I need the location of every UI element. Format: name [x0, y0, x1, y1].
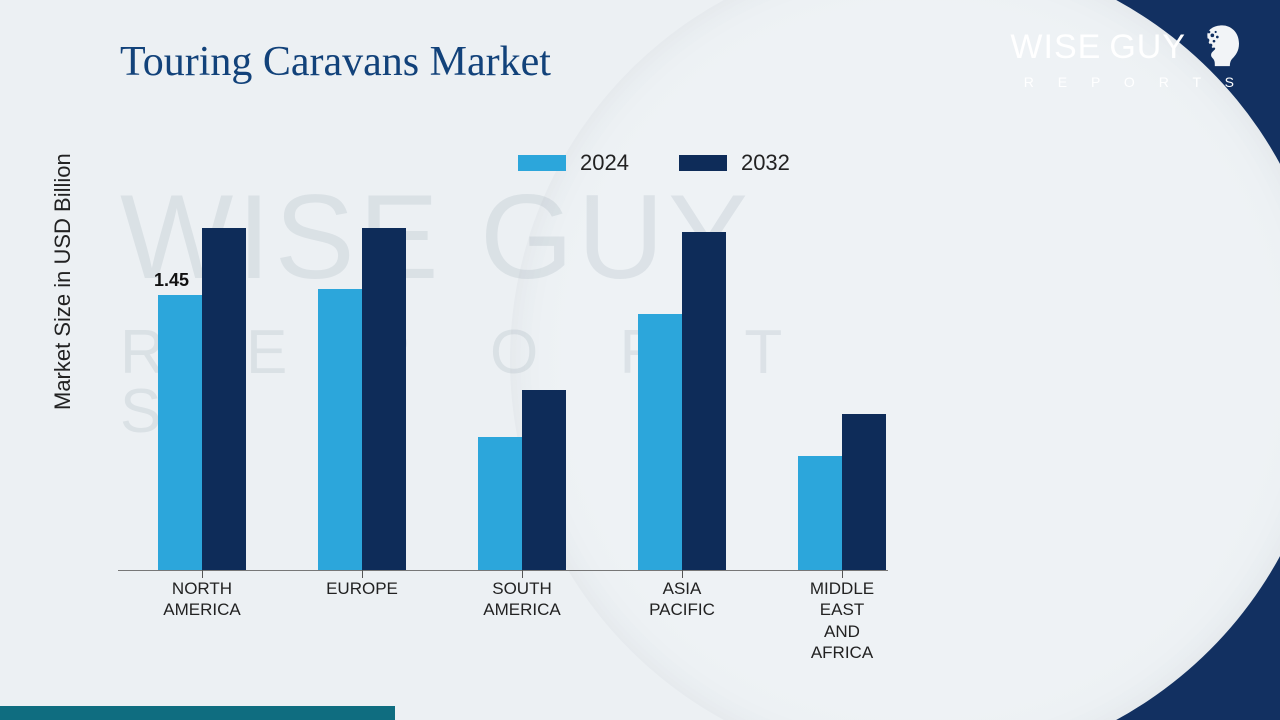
bar — [478, 437, 522, 570]
value-label: 1.45 — [154, 270, 189, 291]
legend-label-2032: 2032 — [741, 150, 790, 176]
legend-swatch-2032 — [679, 155, 727, 171]
brand-subtext: R E P O R T S — [1010, 74, 1244, 90]
head-icon — [1194, 22, 1244, 72]
bottom-accent-strip — [0, 706, 395, 720]
legend-label-2024: 2024 — [580, 150, 629, 176]
bar — [682, 232, 726, 570]
legend-item-2032: 2032 — [679, 150, 790, 176]
brand-logo: WISE GUY R E P O R T S — [1010, 22, 1244, 90]
x-axis-label: MIDDLEEASTANDAFRICA — [787, 578, 897, 663]
axis-tick — [682, 570, 683, 578]
legend-swatch-2024 — [518, 155, 566, 171]
bar — [842, 414, 886, 570]
bar-group — [478, 390, 588, 571]
bar — [522, 390, 566, 571]
x-axis-label: ASIAPACIFIC — [627, 578, 737, 621]
axis-tick — [362, 570, 363, 578]
axis-tick — [202, 570, 203, 578]
x-axis-baseline — [118, 570, 888, 571]
plot-area: 1.45 — [118, 190, 888, 570]
bar — [202, 228, 246, 570]
bar — [638, 314, 682, 571]
bar — [798, 456, 842, 570]
axis-tick — [842, 570, 843, 578]
brand-text-wise: WISE — [1010, 28, 1101, 67]
x-axis-label: SOUTHAMERICA — [467, 578, 577, 621]
bar — [362, 228, 406, 570]
x-axis-label: EUROPE — [307, 578, 417, 599]
legend: 2024 2032 — [518, 150, 790, 176]
chart-title: Touring Caravans Market — [120, 38, 551, 86]
bar — [158, 295, 202, 571]
chart: Market Size in USD Billion 2024 2032 1.4… — [58, 150, 898, 670]
axis-tick — [522, 570, 523, 578]
y-axis-label: Market Size in USD Billion — [50, 153, 76, 410]
brand-text-guy: GUY — [1109, 28, 1186, 67]
bar-group — [318, 228, 428, 570]
legend-item-2024: 2024 — [518, 150, 629, 176]
bar — [318, 289, 362, 570]
bar-group — [638, 232, 748, 570]
x-axis-label: NORTHAMERICA — [147, 578, 257, 621]
bar-group — [798, 414, 908, 570]
